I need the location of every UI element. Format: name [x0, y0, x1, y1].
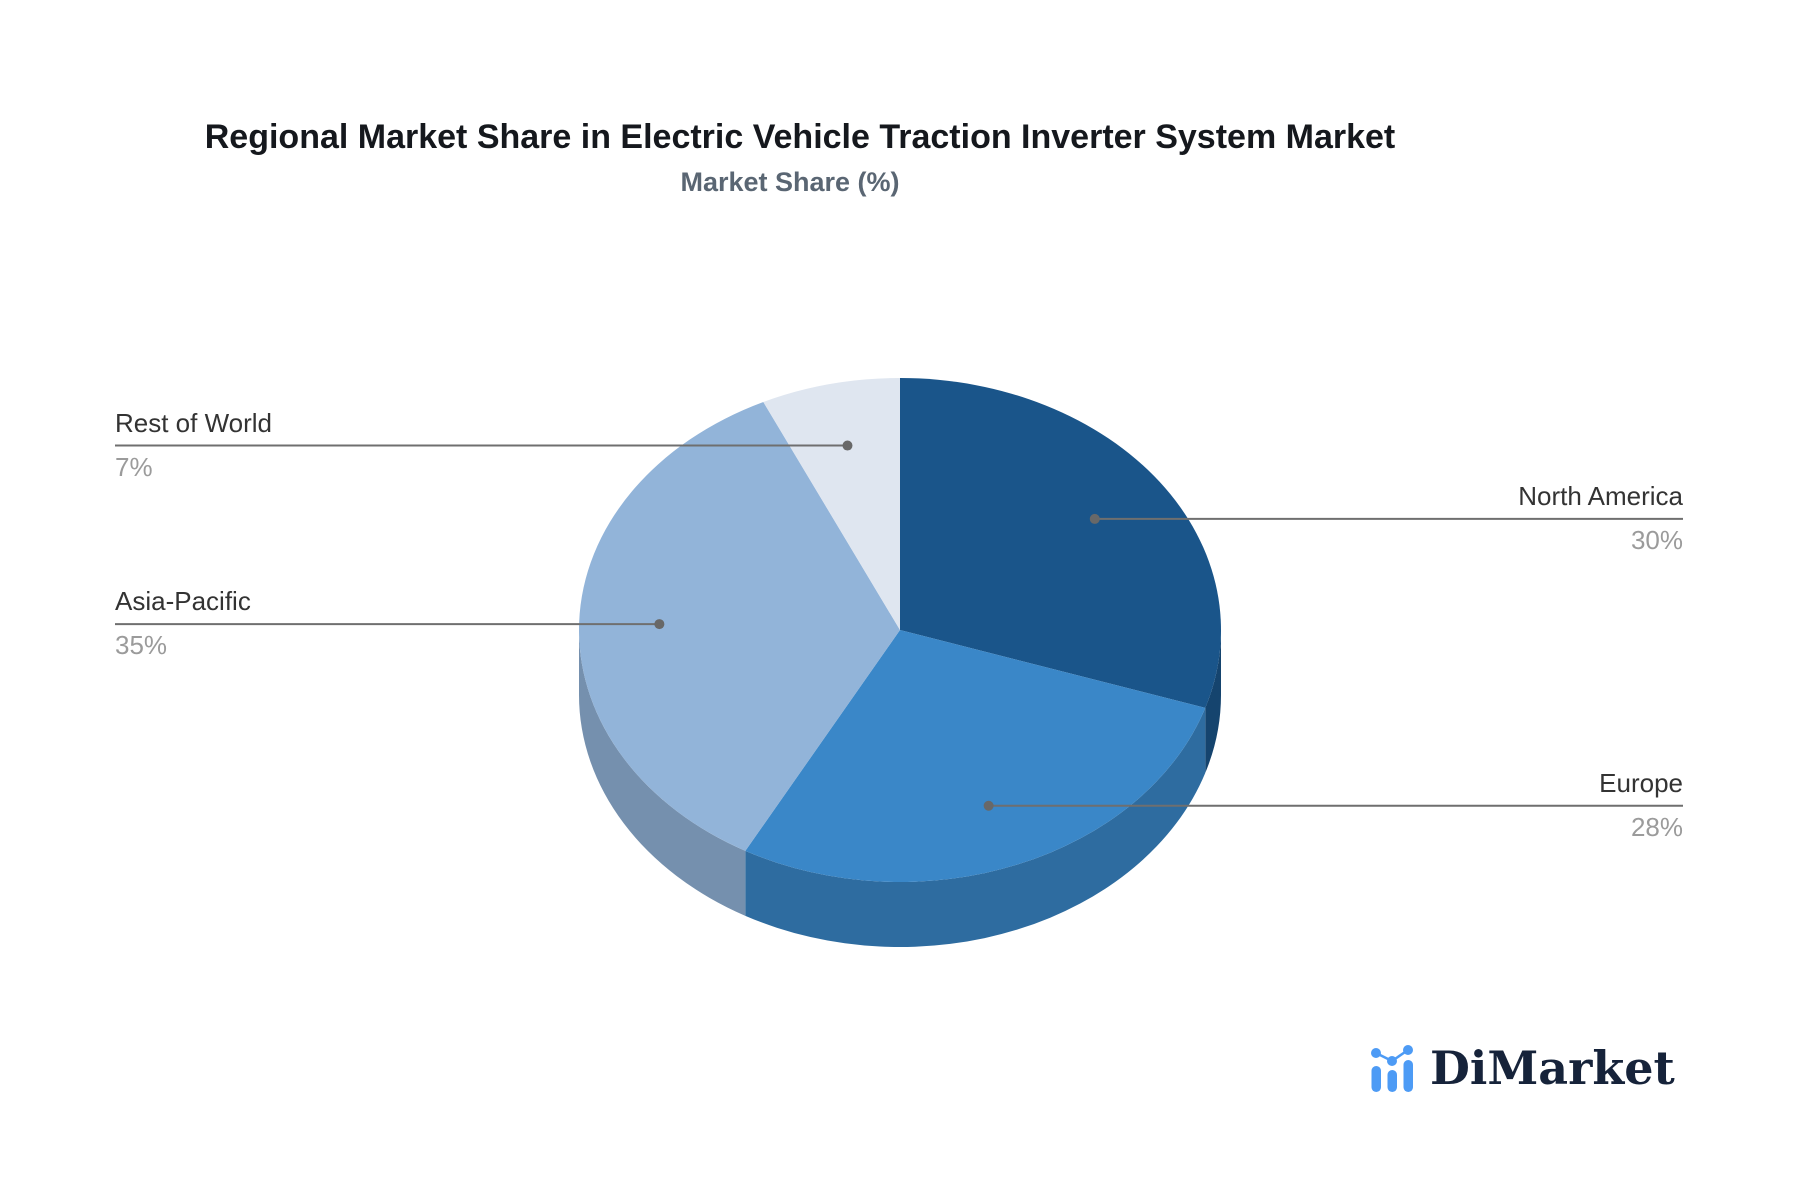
slice-value-rest-of-world: 7%	[115, 451, 153, 482]
pie-slice-side-north-america	[1205, 630, 1221, 773]
slice-label-north-america: North America 30%	[1518, 481, 1683, 555]
slice-label-asia-pacific: Asia-Pacific 35%	[115, 586, 251, 660]
slice-name-north-america: North America	[1518, 480, 1683, 511]
pie-slice-asia-pacific	[579, 401, 900, 851]
slice-value-north-america: 30%	[1630, 524, 1683, 555]
dimarket-logo: DiMarket	[1368, 1042, 1675, 1094]
slice-label-rest-of-world: Rest of World 7%	[115, 408, 272, 482]
pie-slice-rest-of-world	[763, 378, 900, 630]
leader-dot-asia-pacific	[654, 619, 665, 630]
slice-name-asia-pacific: Asia-Pacific	[115, 586, 251, 617]
leader-dot-rest-of-world	[842, 440, 853, 451]
slice-value-asia-pacific: 35%	[115, 630, 168, 661]
slice-name-rest-of-world: Rest of World	[115, 407, 273, 438]
chart-title: Regional Market Share in Electric Vehicl…	[204, 118, 1396, 156]
dimarket-logo-text: DiMarket	[1430, 1041, 1675, 1095]
chart-subtitle: Market Share (%)	[680, 167, 900, 197]
pie-slice-side-europe	[745, 707, 1206, 947]
slice-label-europe: Europe 28%	[1599, 768, 1683, 842]
leader-dot-north-america	[1089, 513, 1100, 524]
leader-dot-europe	[983, 800, 994, 811]
pie-slice-europe	[745, 630, 1206, 883]
pie-slice-north-america	[900, 378, 1221, 708]
slice-name-europe: Europe	[1599, 767, 1683, 798]
mini-bar-line-chart-icon	[1371, 1045, 1413, 1092]
slice-value-europe: 28%	[1630, 811, 1683, 842]
pie-slice-side-asia-pacific	[579, 630, 746, 916]
